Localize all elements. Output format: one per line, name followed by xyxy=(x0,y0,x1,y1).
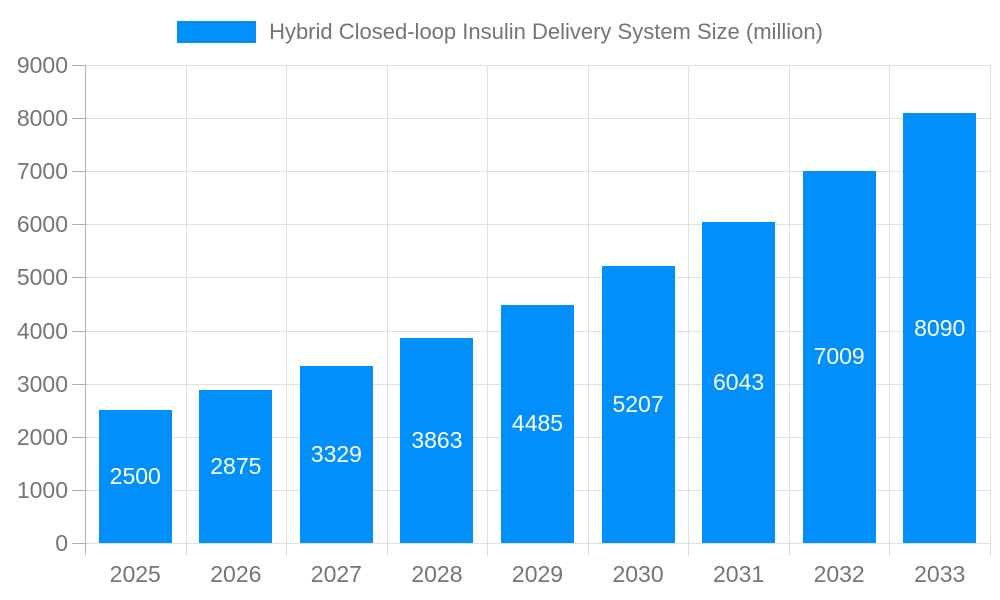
bar: 3329 xyxy=(299,366,373,543)
x-axis-tick xyxy=(386,543,388,556)
y-gridline xyxy=(85,277,990,279)
bar: 2875 xyxy=(199,390,273,543)
x-axis-label: 2033 xyxy=(914,561,966,587)
x-gridline xyxy=(990,65,991,543)
y-gridline xyxy=(85,543,990,544)
y-axis-label: 7000 xyxy=(16,158,68,185)
y-axis-tick xyxy=(72,543,85,544)
y-axis-label: 8000 xyxy=(16,105,68,132)
bar: 3863 xyxy=(400,337,474,543)
bar-value-label: 3863 xyxy=(411,426,463,453)
x-gridline xyxy=(587,65,589,543)
x-axis-label: 2027 xyxy=(310,561,362,587)
y-gridline xyxy=(85,118,990,120)
bar-value-label: 6043 xyxy=(713,369,765,396)
y-axis-label: 0 xyxy=(55,530,68,556)
bar: 6043 xyxy=(702,222,776,543)
x-gridline xyxy=(386,65,388,543)
y-axis-tick xyxy=(72,436,85,438)
legend-swatch-icon xyxy=(177,21,257,43)
x-gridline xyxy=(487,65,489,543)
y-axis-tick xyxy=(72,489,85,491)
x-gridline xyxy=(286,65,288,543)
x-gridline xyxy=(185,65,187,543)
bar-value-label: 3329 xyxy=(310,441,362,468)
y-gridline xyxy=(85,171,990,173)
y-axis-label: 5000 xyxy=(16,264,68,291)
y-axis-label: 1000 xyxy=(16,476,68,503)
y-axis-tick xyxy=(72,277,85,279)
y-axis-label: 9000 xyxy=(16,52,68,78)
y-axis-tick xyxy=(72,383,85,385)
x-axis-tick xyxy=(286,543,288,556)
x-axis-label: 2031 xyxy=(713,561,765,587)
x-gridline xyxy=(788,65,790,543)
y-axis-tick xyxy=(72,118,85,120)
y-gridline xyxy=(85,224,990,226)
x-axis-tick xyxy=(688,543,690,556)
x-gridline xyxy=(688,65,690,543)
y-axis-label: 3000 xyxy=(16,370,68,397)
legend-label: Hybrid Closed-loop Insulin Delivery Syst… xyxy=(269,19,823,44)
x-axis-label: 2028 xyxy=(411,561,463,587)
bar-value-label: 5207 xyxy=(612,391,664,418)
chart-legend[interactable]: Hybrid Closed-loop Insulin Delivery Syst… xyxy=(0,19,1000,45)
bar: 5207 xyxy=(601,266,675,543)
x-axis-label: 2025 xyxy=(109,561,161,587)
bar: 4485 xyxy=(501,304,574,543)
y-axis-tick xyxy=(72,65,85,66)
bar-value-label: 4485 xyxy=(511,410,564,437)
bar-value-label: 7009 xyxy=(813,343,865,370)
y-axis-label: 2000 xyxy=(16,423,68,450)
x-axis-tick xyxy=(990,543,991,556)
x-axis-tick xyxy=(587,543,589,556)
x-axis-tick xyxy=(889,543,891,556)
x-axis-label: 2026 xyxy=(210,561,262,587)
y-axis-tick xyxy=(72,330,85,332)
y-axis-label: 4000 xyxy=(16,317,68,344)
x-gridline xyxy=(889,65,891,543)
bar: 2500 xyxy=(98,410,172,543)
bar-value-label: 2875 xyxy=(210,453,262,480)
x-axis-label: 2030 xyxy=(612,561,664,587)
y-axis-tick xyxy=(72,224,85,226)
bar-value-label: 2500 xyxy=(109,463,161,490)
x-axis-tick xyxy=(788,543,790,556)
bar: 7009 xyxy=(802,170,876,543)
y-axis-line xyxy=(85,65,86,553)
y-axis-label: 6000 xyxy=(16,211,68,238)
x-axis-tick xyxy=(487,543,489,556)
y-gridline xyxy=(85,65,990,66)
x-axis-label: 2032 xyxy=(813,561,865,587)
bar: 8090 xyxy=(903,113,977,543)
bar-value-label: 8090 xyxy=(914,314,966,341)
y-axis-tick xyxy=(72,171,85,173)
x-axis-tick xyxy=(185,543,187,556)
x-axis-label: 2029 xyxy=(511,561,564,587)
